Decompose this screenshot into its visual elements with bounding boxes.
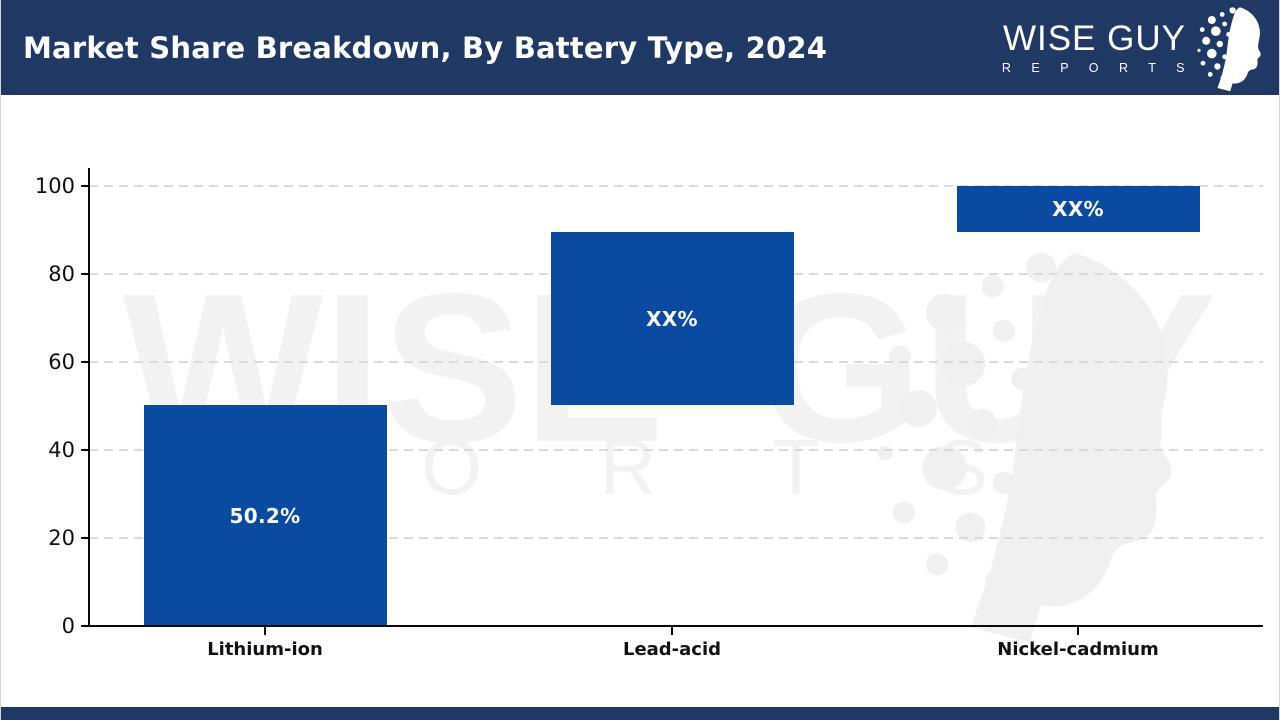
bar-lead-acid: XX% bbox=[550, 232, 794, 406]
y-tick-label-80: 80 bbox=[48, 262, 75, 286]
bar-nickel-cadmium: XX% bbox=[956, 186, 1200, 233]
y-axis-line bbox=[88, 168, 90, 627]
gridline-20 bbox=[89, 537, 1263, 539]
bar-value-label: XX% bbox=[1052, 197, 1104, 222]
bar-value-label: XX% bbox=[646, 306, 698, 331]
y-tick-100 bbox=[81, 185, 89, 187]
bar-lithium-ion: 50.2% bbox=[143, 405, 387, 626]
y-tick-label-100: 100 bbox=[34, 174, 75, 198]
y-tick-80 bbox=[81, 273, 89, 275]
x-axis-line bbox=[88, 625, 1263, 627]
bar-value-label: 50.2% bbox=[229, 503, 301, 528]
x-label-nickel-cadmium: Nickel-cadmium bbox=[997, 639, 1159, 660]
gridline-40 bbox=[89, 449, 1263, 451]
y-tick-20 bbox=[81, 537, 89, 539]
footer-bar bbox=[1, 707, 1279, 720]
y-tick-label-40: 40 bbox=[48, 438, 75, 462]
y-tick-60 bbox=[81, 361, 89, 363]
wise-guy-reports-logo: WISE GUY R E P O R T S bbox=[996, 4, 1267, 92]
logo-reports-label: R E P O R T S bbox=[1001, 60, 1193, 75]
title-bar: Market Share Breakdown, By Battery Type,… bbox=[1, 0, 1279, 95]
y-tick-0 bbox=[81, 625, 89, 627]
gridline-100 bbox=[89, 185, 1263, 187]
logo-wordmark: WISE GUY bbox=[1002, 18, 1186, 58]
x-tick-2 bbox=[1077, 627, 1079, 635]
x-label-lead-acid: Lead-acid bbox=[622, 639, 722, 660]
x-tick-1 bbox=[671, 627, 673, 635]
y-tick-label-20: 20 bbox=[48, 526, 75, 550]
y-tick-40 bbox=[81, 449, 89, 451]
watermark-head-logo bbox=[877, 252, 1172, 643]
x-tick-0 bbox=[264, 627, 266, 635]
y-tick-label-0: 0 bbox=[61, 614, 75, 638]
logo-head-icon bbox=[1197, 6, 1261, 91]
page-title: Market Share Breakdown, By Battery Type,… bbox=[23, 30, 828, 65]
y-tick-label-60: 60 bbox=[48, 350, 75, 374]
x-label-lithium-ion: Lithium-ion bbox=[207, 639, 323, 660]
